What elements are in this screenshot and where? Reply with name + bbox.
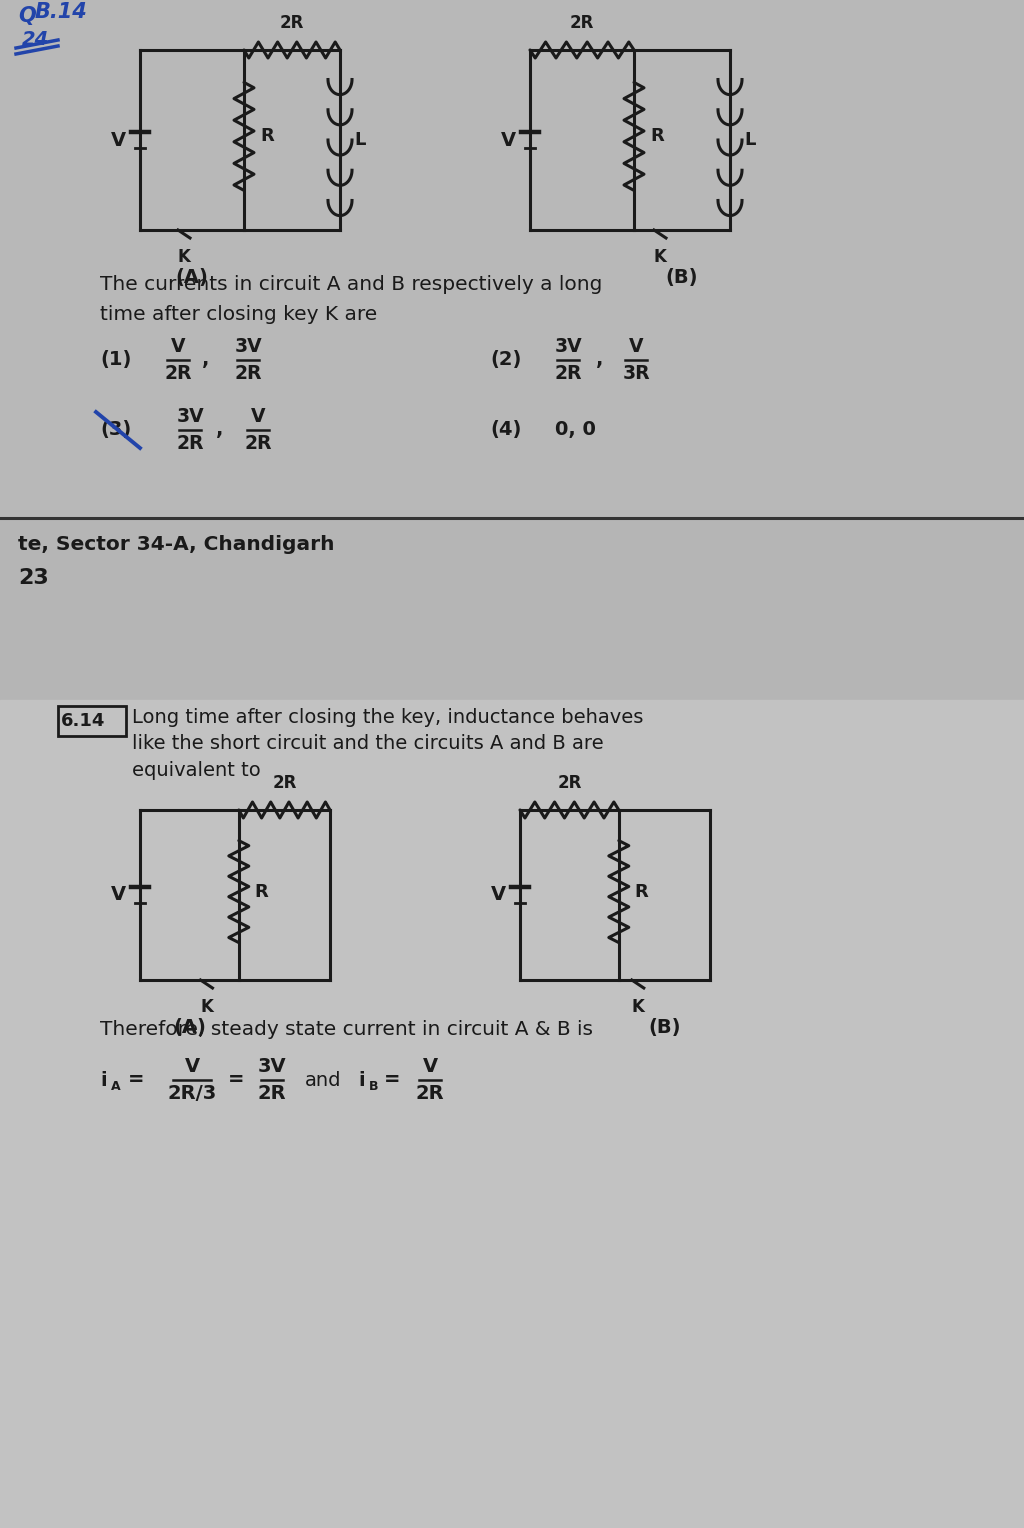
Text: 3V: 3V (234, 338, 262, 356)
Text: 6.14: 6.14 (61, 712, 105, 730)
Text: (A): (A) (175, 267, 209, 287)
Text: 2R: 2R (245, 434, 271, 452)
Text: R: R (260, 127, 273, 145)
Text: 3V: 3V (176, 406, 204, 426)
Bar (0, 0, 1024, 520)
Text: V: V (251, 406, 265, 426)
Text: (A): (A) (173, 1018, 206, 1038)
Text: 0, 0: 0, 0 (555, 420, 596, 440)
Text: Therefore, steady state current in circuit A & B is: Therefore, steady state current in circu… (100, 1021, 593, 1039)
Bar (0, 520, 1024, 700)
Text: (2): (2) (490, 350, 521, 370)
Text: =: = (228, 1071, 245, 1089)
Text: B: B (369, 1079, 379, 1093)
Text: 2R: 2R (280, 14, 304, 32)
Text: and: and (305, 1071, 341, 1089)
Text: The currents in circuit A and B respectively a long: The currents in circuit A and B respecti… (100, 275, 602, 293)
Text: 2R: 2R (234, 364, 262, 384)
Text: L: L (354, 131, 366, 150)
Text: K: K (653, 248, 667, 266)
Text: V: V (501, 130, 515, 150)
Text: V: V (171, 338, 185, 356)
Text: K: K (200, 998, 213, 1016)
Text: B.14: B.14 (35, 2, 88, 21)
Text: Q: Q (18, 6, 36, 26)
Text: 3V: 3V (554, 338, 582, 356)
Text: i: i (100, 1071, 106, 1089)
Text: (4): (4) (490, 420, 521, 440)
Text: Long time after closing the key, inductance behaves: Long time after closing the key, inducta… (132, 707, 643, 727)
Text: ,: , (596, 350, 603, 370)
Text: K: K (177, 248, 190, 266)
Text: ,: , (202, 350, 209, 370)
Text: 2R: 2R (416, 1083, 444, 1103)
Text: R: R (255, 883, 268, 900)
Text: V: V (490, 886, 506, 905)
Text: 2R: 2R (569, 14, 594, 32)
Text: R: R (635, 883, 648, 900)
Text: 2R: 2R (554, 364, 582, 384)
Text: K: K (632, 998, 644, 1016)
Text: =: = (384, 1071, 400, 1089)
Text: 3V: 3V (258, 1057, 287, 1076)
Text: ,: , (216, 420, 223, 440)
Text: 2R: 2R (164, 364, 191, 384)
Text: V: V (111, 886, 126, 905)
Text: time after closing key K are: time after closing key K are (100, 306, 377, 324)
Text: (B): (B) (648, 1018, 681, 1038)
Bar (0, 700, 1024, 1528)
Text: 2R: 2R (176, 434, 204, 452)
Text: (3): (3) (100, 420, 131, 440)
Text: 2R: 2R (272, 775, 297, 792)
Text: V: V (423, 1057, 437, 1076)
Text: equivalent to: equivalent to (132, 761, 261, 779)
Text: V: V (111, 130, 126, 150)
Text: 23: 23 (18, 568, 49, 588)
Text: te, Sector 34-A, Chandigarh: te, Sector 34-A, Chandigarh (18, 535, 335, 555)
Text: =: = (128, 1071, 144, 1089)
Text: like the short circuit and the circuits A and B are: like the short circuit and the circuits … (132, 733, 603, 753)
Text: V: V (629, 338, 643, 356)
Text: V: V (184, 1057, 200, 1076)
Text: 24: 24 (22, 31, 49, 49)
Text: 2R: 2R (557, 775, 582, 792)
Text: L: L (744, 131, 756, 150)
Text: (B): (B) (666, 267, 698, 287)
Text: 2R/3: 2R/3 (167, 1083, 217, 1103)
Bar (58, 706, 126, 736)
Text: A: A (111, 1079, 121, 1093)
Text: 2R: 2R (258, 1083, 287, 1103)
Text: i: i (358, 1071, 365, 1089)
Text: R: R (650, 127, 664, 145)
Text: 3R: 3R (623, 364, 650, 384)
Text: (1): (1) (100, 350, 131, 370)
